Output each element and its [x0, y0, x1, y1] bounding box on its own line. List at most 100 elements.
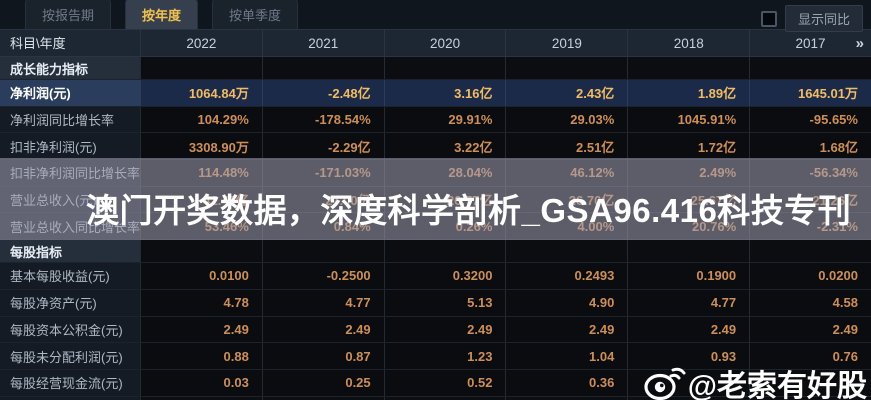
value-cell: 2.49 [749, 316, 871, 343]
value-cell: 0.26% [383, 213, 506, 240]
tab-by-year[interactable]: 按年度 [125, 0, 199, 29]
value-cell: 5.13 [383, 289, 506, 316]
tab-single-quarter[interactable]: 按单季度 [212, 0, 299, 29]
value-cell: 26.77亿 [383, 186, 506, 213]
corner-label: 科目\年度 [10, 36, 66, 51]
row-label: 扣非净利润(元) [0, 133, 140, 160]
row-label: 基本每股收益(元) [0, 263, 140, 289]
value-cell: 1.68亿 [749, 133, 871, 160]
section-header-row: 每股指标 [0, 240, 871, 264]
value-cell: 4.00% [505, 213, 628, 240]
empty-cell [383, 57, 506, 79]
value-cell: -2.29亿 [261, 133, 384, 160]
value-cell: 0.0200 [749, 263, 871, 289]
partial-bottom-row [0, 396, 871, 400]
row-label [0, 396, 140, 400]
table-row[interactable]: 营业总收入同比增长率 53.46% 0.84% 0.26% 4.00% 20.76% -2.… [0, 213, 871, 241]
value-cell: 2.51亿 [505, 133, 628, 160]
value-cell: 1064.84万 [140, 80, 262, 106]
table-row[interactable]: 每股经营现金流(元) 0.03 0.25 0.52 0.36 [0, 369, 871, 397]
table-row[interactable]: 净利润同比增长率 104.29% -178.54% 29.91% 29.03% 1045.… [0, 106, 871, 134]
table-row[interactable]: 每股净资产(元) 4.78 4.77 5.13 4.90 4.77 4.58 [0, 289, 871, 317]
empty-cell [505, 57, 628, 79]
value-cell: 2.49 [505, 316, 628, 343]
value-cell: -2.48亿 [261, 80, 384, 106]
row-label: 每股资本公积金(元) [0, 316, 140, 343]
table-body: 成长能力指标 净利润(元) 1064.84万 -2.48亿 3.16亿 2.43亿 1.89… [0, 57, 871, 400]
value-cell: 0.03 [140, 369, 262, 396]
value-cell: 1045.91% [627, 106, 750, 133]
row-label: 营业总收入同比增长率 [0, 213, 140, 240]
empty-cell [749, 240, 871, 263]
value-cell: 4.78 [140, 289, 262, 316]
value-cell: 26.70亿 [505, 186, 628, 213]
yoy-checkbox[interactable] [760, 10, 777, 27]
value-cell: 3308.90万 [140, 133, 262, 160]
empty-cell [749, 396, 871, 400]
year-column-header: 2020 [383, 30, 506, 56]
empty-cell [261, 396, 384, 400]
empty-cell [383, 240, 506, 263]
value-cell: 114.48% [140, 160, 262, 186]
value-cell: 2.49% [627, 160, 750, 186]
row-label: 净利润(元) [0, 80, 140, 106]
value-cell: 2.49 [383, 316, 506, 343]
value-cell: 0.36 [505, 369, 628, 396]
value-cell: 25.67亿 [627, 186, 750, 213]
table-row[interactable]: 每股资本公积金(元) 2.49 2.49 2.49 2.49 2.49 2.49 [0, 316, 871, 344]
value-cell: 2.49 [261, 316, 384, 343]
empty-cell [627, 240, 750, 263]
empty-cell [505, 240, 628, 263]
empty-cell [383, 396, 506, 400]
value-cell: 1.72亿 [627, 133, 750, 160]
value-cell: 0.0100 [140, 263, 262, 289]
value-cell: 0.87 [261, 343, 384, 369]
value-cell: 41.43亿 [140, 186, 262, 213]
table-header-row: 科目\年度 2022 2021 2020 2019 2018 2017» [0, 30, 871, 57]
value-cell: -178.54% [261, 106, 384, 133]
tab-bar: 按报告期 按年度 按单季度 显示同比 [0, 0, 871, 32]
more-columns-icon[interactable]: » [855, 35, 864, 52]
empty-cell [140, 57, 262, 79]
value-cell: 21.26亿 [749, 186, 871, 213]
value-cell: -0.2500 [261, 263, 384, 289]
value-cell: 0.93 [627, 343, 750, 369]
table-row[interactable]: 扣非净利润(元) 3308.90万 -2.29亿 3.22亿 2.51亿 1.72亿 1.6… [0, 133, 871, 161]
value-cell: 29.03% [505, 106, 628, 133]
value-cell: 1.89亿 [627, 80, 750, 106]
empty-cell [140, 240, 262, 263]
value-cell: 28.04% [383, 160, 506, 186]
value-cell: 4.77 [261, 289, 384, 316]
year-column-header: 2019 [505, 30, 627, 56]
section-title: 成长能力指标 [0, 57, 140, 79]
value-cell: 2.49 [627, 316, 750, 343]
table-row[interactable]: 营业总收入(元) 41.43亿 27.00亿 26.77亿 26.70亿 25.67亿 21… [0, 186, 871, 214]
value-cell [627, 369, 750, 396]
row-label: 扣非净利润同比增长率 [0, 160, 140, 186]
row-label: 净利润同比增长率 [0, 106, 140, 133]
table-row[interactable]: 基本每股收益(元) 0.0100 -0.2500 0.3200 0.2493 0.1900… [0, 263, 871, 290]
table-row[interactable]: 扣非净利润同比增长率 114.48% -171.03% 28.04% 46.12% 2.4… [0, 160, 871, 187]
value-cell: 4.90 [505, 289, 628, 316]
value-cell: 29.91% [383, 106, 506, 133]
value-cell [749, 369, 871, 396]
value-cell: 3.16亿 [383, 80, 506, 106]
tab-report-period[interactable]: 按报告期 [25, 0, 112, 29]
value-cell: 1.04 [505, 343, 628, 369]
value-cell: 0.84% [261, 213, 384, 240]
value-cell: -56.34% [749, 160, 871, 186]
value-cell: 2.43亿 [505, 80, 628, 106]
table-row[interactable]: 每股未分配利润(元) 0.88 0.87 1.23 1.04 0.93 0.76 [0, 343, 871, 370]
section-header-row: 成长能力指标 [0, 57, 871, 80]
value-cell: 0.76 [749, 343, 871, 369]
value-cell: 4.77 [627, 289, 750, 316]
table-row[interactable]: 净利润(元) 1064.84万 -2.48亿 3.16亿 2.43亿 1.89亿 1645.… [0, 80, 871, 107]
value-cell: 20.76% [627, 213, 750, 240]
year-column-header: 2021 [261, 30, 384, 56]
value-cell: 1645.01万 [749, 80, 871, 106]
value-cell: 4.58 [749, 289, 871, 316]
value-cell: 0.52 [383, 369, 506, 396]
value-cell: 0.88 [140, 343, 262, 369]
yoy-toggle-button[interactable]: 显示同比 [784, 5, 863, 32]
